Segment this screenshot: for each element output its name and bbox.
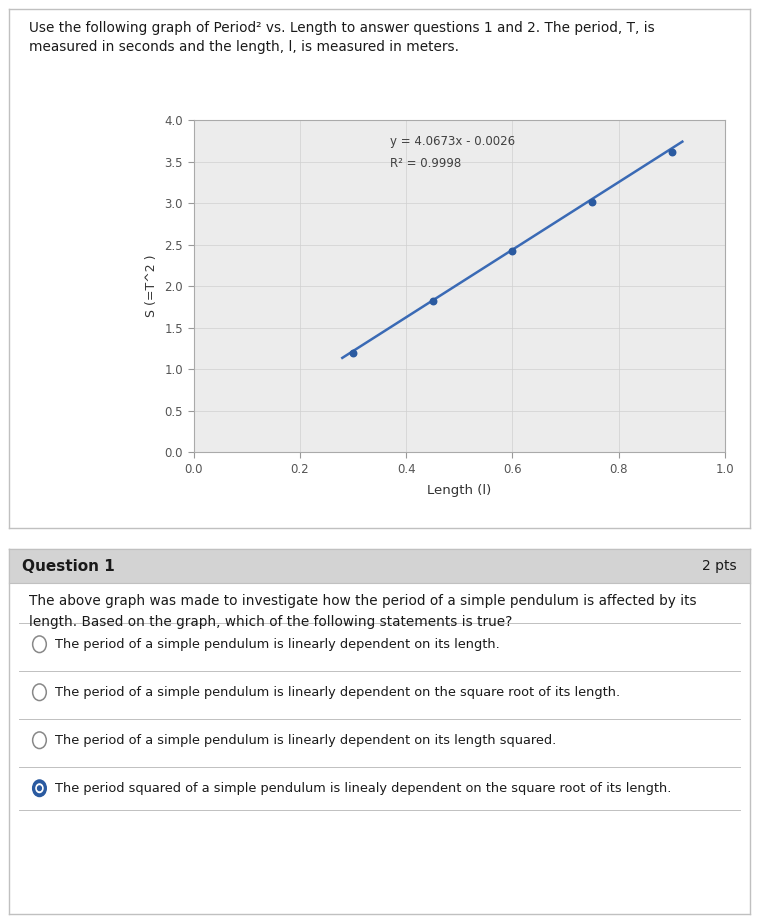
Text: measured in seconds and the length, l, is measured in meters.: measured in seconds and the length, l, i… <box>29 40 459 54</box>
Point <box>347 346 359 361</box>
Text: Question 1: Question 1 <box>23 558 115 574</box>
Text: length. Based on the graph, which of the following statements is true?: length. Based on the graph, which of the… <box>29 615 512 629</box>
Text: Use the following graph of Period² vs. Length to answer questions 1 and 2. The p: Use the following graph of Period² vs. L… <box>29 21 654 35</box>
Point <box>586 195 598 210</box>
Text: The period of a simple pendulum is linearly dependent on the square root of its : The period of a simple pendulum is linea… <box>55 686 620 699</box>
Text: The period of a simple pendulum is linearly dependent on its length squared.: The period of a simple pendulum is linea… <box>55 734 556 747</box>
Y-axis label: S (=T^2 ): S (=T^2 ) <box>144 255 158 318</box>
Text: R² = 0.9998: R² = 0.9998 <box>390 157 461 171</box>
Text: y = 4.0673x - 0.0026: y = 4.0673x - 0.0026 <box>390 135 515 148</box>
Text: The above graph was made to investigate how the period of a simple pendulum is a: The above graph was made to investigate … <box>29 594 697 608</box>
X-axis label: Length (l): Length (l) <box>427 484 491 497</box>
Point <box>506 244 518 258</box>
Text: 2 pts: 2 pts <box>702 559 736 573</box>
Point <box>666 144 678 159</box>
Point <box>427 294 439 308</box>
Text: The period squared of a simple pendulum is linealy dependent on the square root : The period squared of a simple pendulum … <box>55 782 671 795</box>
Text: The period of a simple pendulum is linearly dependent on its length.: The period of a simple pendulum is linea… <box>55 638 499 651</box>
